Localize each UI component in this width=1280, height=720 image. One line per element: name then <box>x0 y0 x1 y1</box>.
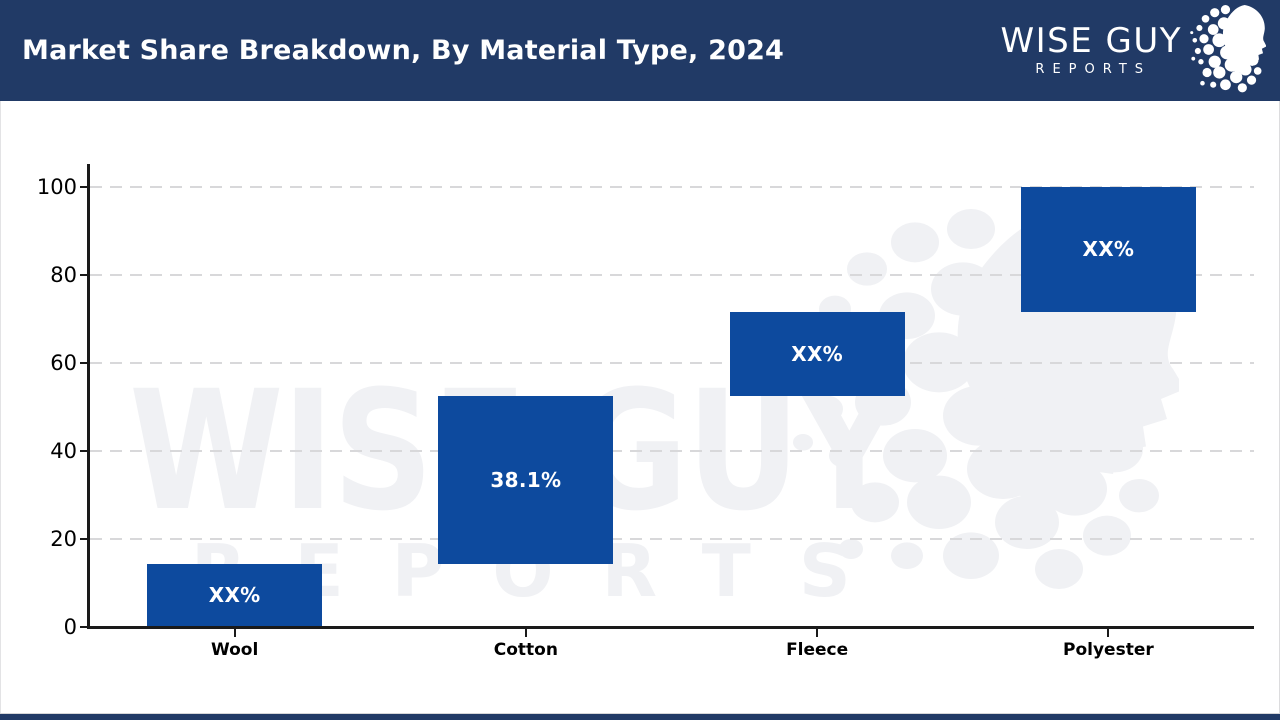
x-category-label-cotton: Cotton <box>493 640 558 660</box>
bar-cotton: 38.1% <box>438 396 614 564</box>
header-bar: Market Share Breakdown, By Material Type… <box>0 0 1280 101</box>
y-tick-mark <box>80 274 88 276</box>
y-tick-mark <box>80 362 88 364</box>
x-category-label-fleece: Fleece <box>786 640 849 660</box>
y-tick-label: 40 <box>50 439 77 463</box>
brand-face-icon <box>1190 4 1266 92</box>
bar-polyester: XX% <box>1020 187 1196 312</box>
bar-value-label: XX% <box>791 341 844 366</box>
brand-logo: WISE GUY REPORTS <box>1000 4 1266 97</box>
y-tick-mark <box>80 538 88 540</box>
watermark-face-icon <box>787 209 1179 589</box>
y-gridline <box>90 450 1254 452</box>
y-tick-mark <box>80 450 88 452</box>
bar-value-label: 38.1% <box>490 467 562 492</box>
y-axis-line <box>87 164 90 629</box>
footer-divider <box>0 713 1280 714</box>
y-tick-mark <box>80 186 88 188</box>
x-tick-mark <box>1107 629 1110 637</box>
brand-logo-line2: REPORTS <box>1035 61 1152 77</box>
x-axis-line <box>87 626 1254 629</box>
brand-logo-text: WISE GUY REPORTS <box>1000 21 1182 77</box>
y-gridline <box>90 274 1254 276</box>
bar-value-label: XX% <box>208 583 261 608</box>
bar-fleece: XX% <box>729 311 905 396</box>
chart-area: WISE GUY REPORTS 0 20 40 60 80 100 XX% 38.1% XX%… <box>0 101 1280 720</box>
bar-value-label: XX% <box>1082 237 1135 262</box>
y-tick-label: 100 <box>36 175 77 199</box>
y-gridline <box>90 538 1254 540</box>
y-tick-label: 80 <box>50 263 77 287</box>
y-tick-label: 20 <box>50 527 77 551</box>
brand-logo-line1: WISE GUY <box>1000 21 1182 62</box>
y-tick-label: 60 <box>50 351 77 375</box>
page-title: Market Share Breakdown, By Material Type… <box>22 35 785 66</box>
y-gridline <box>90 186 1254 188</box>
y-tick-label: 0 <box>63 615 77 639</box>
x-category-label-polyester: Polyester <box>1063 640 1154 660</box>
bar-wool: XX% <box>147 563 323 627</box>
x-tick-mark <box>233 629 236 637</box>
y-gridline <box>90 362 1254 364</box>
y-tick-mark <box>80 626 88 628</box>
x-tick-mark <box>816 629 819 637</box>
x-tick-mark <box>524 629 527 637</box>
footer-bar <box>0 714 1280 720</box>
x-category-label-wool: Wool <box>210 640 259 660</box>
